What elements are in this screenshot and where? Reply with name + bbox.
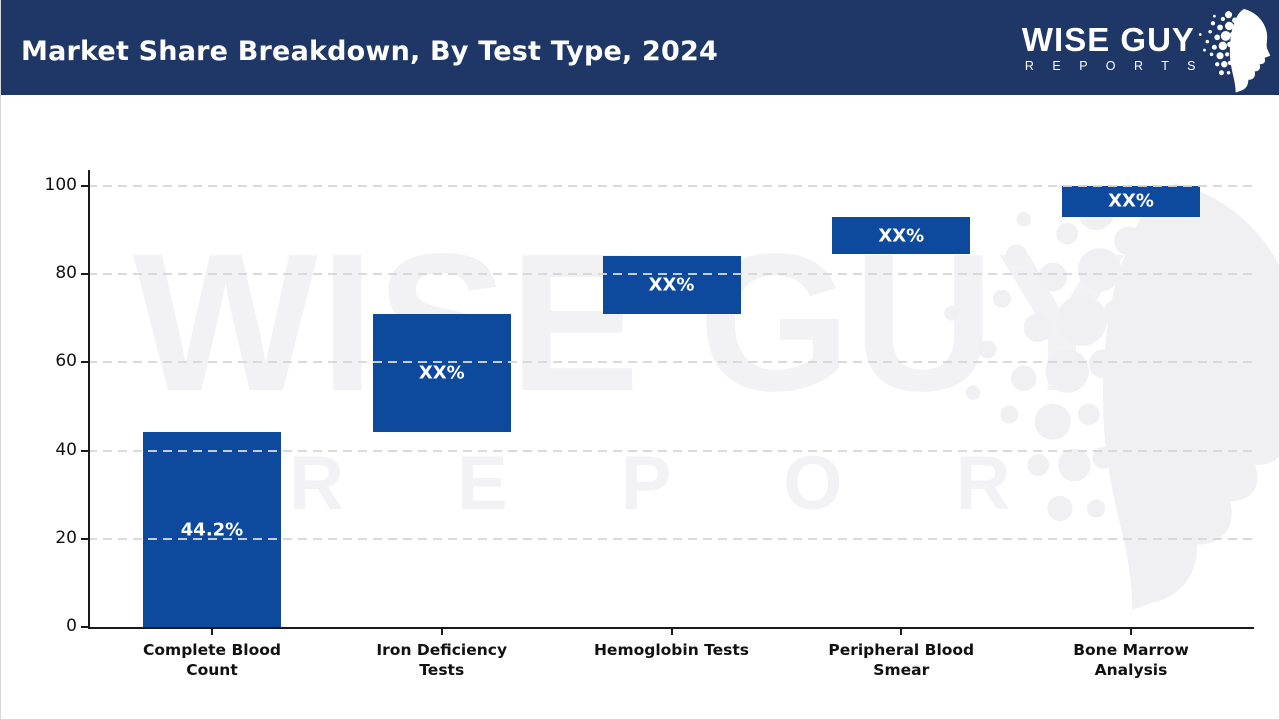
bar-value-label: XX% [1108, 190, 1154, 212]
bar-complete-blood-count [143, 432, 281, 627]
x-tick-mark [440, 627, 443, 635]
bar-value-label: XX% [418, 362, 465, 384]
x-tick-mark [900, 627, 903, 635]
gridline [87, 361, 1254, 364]
y-tick-mark [80, 273, 88, 276]
bar-iron-deficiency-tests [372, 313, 511, 433]
x-tick-mark [670, 627, 673, 635]
brand-name: WISE GUY [1021, 21, 1195, 58]
y-tick-mark [80, 185, 88, 187]
x-tick-mark [1130, 627, 1132, 635]
y-axis-spine [87, 170, 90, 629]
gridline [87, 537, 1254, 540]
y-tick-mark [80, 537, 88, 540]
x-category-label: Iron Deficiency Tests [376, 641, 508, 679]
brand-subtitle: R E P O R T S [1024, 59, 1203, 73]
y-tick-label: 100 [44, 175, 77, 195]
y-tick-label: 40 [55, 439, 77, 460]
y-tick-label: 80 [55, 263, 77, 284]
y-tick-mark [80, 361, 88, 364]
y-tick-mark [80, 449, 88, 452]
x-category-label: Hemoglobin Tests [593, 641, 750, 659]
y-tick-label: 0 [66, 616, 77, 636]
bar-value-label: 44.2% [180, 519, 244, 541]
x-category-label: Complete Blood Count [143, 641, 281, 679]
y-tick-mark [80, 626, 88, 628]
x-axis-spine [87, 627, 1254, 629]
page-title: Market Share Breakdown, By Test Type, 20… [21, 36, 719, 67]
y-tick-label: 20 [55, 527, 77, 548]
x-category-label: Bone Marrow Analysis [1073, 641, 1189, 679]
bar-value-label: XX% [648, 274, 695, 296]
y-tick-label: 60 [55, 351, 77, 372]
gridline [87, 273, 1254, 276]
x-category-label: Peripheral Blood Smear [828, 641, 975, 679]
bar-hemoglobin-tests [602, 255, 741, 314]
watermark-reports-text: R E P O R T S [289, 441, 1280, 526]
watermark-brand-text: WISE GUY [133, 213, 1130, 432]
brand-text: WISE GUY R E P O R T S [1022, 23, 1203, 75]
x-tick-mark [211, 627, 213, 635]
brand-logo: WISE GUY R E P O R T S [1015, 5, 1275, 93]
bar-value-label: XX% [878, 225, 925, 247]
gridline [87, 449, 1254, 452]
gridline [87, 185, 1254, 187]
header-bar: Market Share Breakdown, By Test Type, 20… [1, 0, 1279, 95]
